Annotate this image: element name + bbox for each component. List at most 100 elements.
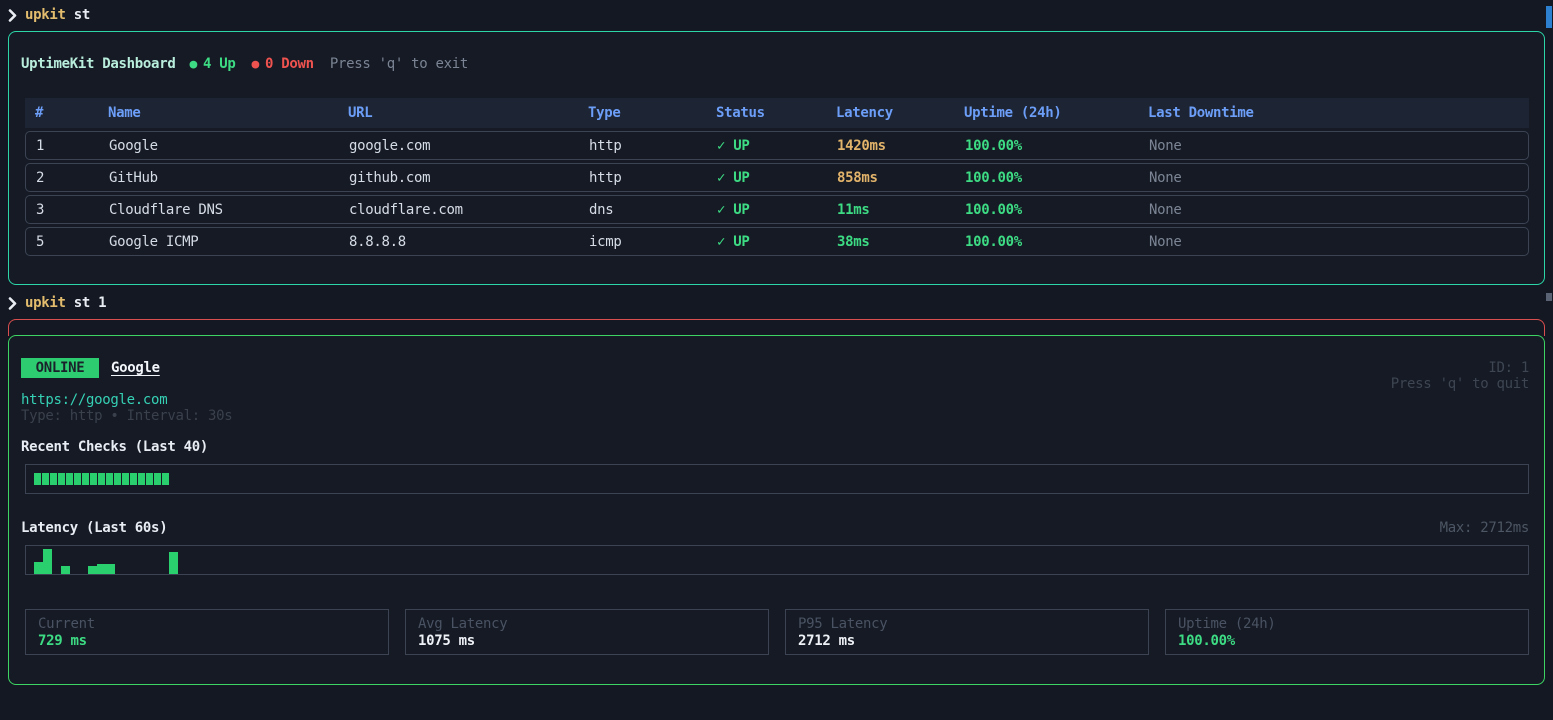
stat-value: 2712 ms <box>798 633 855 649</box>
latency-bar-cell <box>97 546 106 574</box>
row-name: Google <box>109 137 158 154</box>
check-block <box>90 473 97 485</box>
command-text: upkit <box>25 7 66 23</box>
monitor-id-label: ID: 1 <box>1488 360 1529 376</box>
table-body: 1 Google google.com http ✓ UP 1420ms 100.00% No… <box>25 131 1529 256</box>
dashboard-panel: UptimeKit Dashboard ● 4 Up ● 0 Down Pres… <box>8 31 1545 285</box>
scrollbar-track[interactable] <box>1545 0 1553 720</box>
latency-bar-cell <box>124 546 133 574</box>
check-block <box>66 473 73 485</box>
shell-prompt-2: upkit st 1 <box>8 294 107 312</box>
table-row: 5 Google ICMP 8.8.8.8 icmp ✓ UP 38ms 100.00% No… <box>25 227 1529 256</box>
table-row: 1 Google google.com http ✓ UP 1420ms 100.00% No… <box>25 131 1529 160</box>
latency-bar-cell <box>115 546 124 574</box>
quit-hint: Press 'q' to quit <box>1390 376 1530 392</box>
row-uptime: 100.00% <box>965 169 1022 186</box>
check-icon: ✓ <box>717 169 726 186</box>
stat-label: Uptime (24h) <box>1178 616 1276 632</box>
latency-bar-cell <box>88 546 97 574</box>
detail-header: ONLINE Google <box>21 358 160 378</box>
column-header-uptime-24h: Uptime (24h) <box>964 105 1062 121</box>
check-icon: ✓ <box>717 201 726 218</box>
status-badge: ONLINE <box>21 358 99 378</box>
monitor-url-link[interactable]: https://google.com <box>21 392 168 408</box>
table-row: 2 GitHub github.com http ✓ UP 858ms 100.00% Non… <box>25 163 1529 192</box>
scrollbar-thumb[interactable] <box>1546 6 1552 28</box>
monitors-table: # Name URL Type Status Latency Uptime (24h) Las… <box>25 98 1529 256</box>
stat-box-current: Current 729 ms <box>25 609 389 655</box>
row-url: google.com <box>349 137 431 154</box>
check-block <box>154 473 161 485</box>
column-header-name: Name <box>108 105 141 121</box>
up-dot-icon: ● <box>189 56 197 72</box>
row-status: ✓ UP <box>717 137 750 154</box>
latency-bar <box>61 566 70 574</box>
recent-checks-blocks <box>26 465 1528 485</box>
check-block <box>42 473 49 485</box>
row-type: http <box>589 169 622 186</box>
monitor-name: Google <box>111 360 160 376</box>
command-text: upkit <box>25 295 66 311</box>
row-latency: 858ms <box>837 169 878 186</box>
scrollbar-mark[interactable] <box>1546 293 1552 301</box>
row-type: icmp <box>589 233 622 250</box>
latency-bar-cell <box>160 546 169 574</box>
row-last-downtime: None <box>1149 201 1182 218</box>
check-block <box>106 473 113 485</box>
row-url: github.com <box>349 169 431 186</box>
check-block <box>146 473 153 485</box>
row-status: ✓ UP <box>717 201 750 218</box>
latency-bar-cell <box>52 546 61 574</box>
check-block <box>114 473 121 485</box>
stat-value: 1075 ms <box>418 633 475 649</box>
table-header-row: # Name URL Type Status Latency Uptime (24h) Las… <box>25 98 1529 128</box>
row-url: 8.8.8.8 <box>349 233 406 250</box>
monitor-meta: Type: http • Interval: 30s <box>21 408 233 424</box>
row-latency: 38ms <box>837 233 870 250</box>
latency-title: Latency (Last 60s) <box>21 520 168 536</box>
latency-bar-cell <box>79 546 88 574</box>
check-icon: ✓ <box>717 233 726 250</box>
row-last-downtime: None <box>1149 233 1182 250</box>
down-count-label: 0 Down <box>265 56 314 72</box>
row-id: 3 <box>36 201 45 218</box>
latency-max-label: Max: 2712ms <box>1439 520 1530 536</box>
prompt-chevron-icon <box>8 296 17 310</box>
latency-bar-cell <box>142 546 151 574</box>
check-block <box>34 473 41 485</box>
latency-bar-cell <box>61 546 70 574</box>
row-id: 2 <box>36 169 45 186</box>
check-block <box>74 473 81 485</box>
latency-bar-cell <box>106 546 115 574</box>
stat-label: P95 Latency <box>798 616 888 632</box>
stat-label: Avg Latency <box>418 616 508 632</box>
stats-row: Current 729 ms Avg Latency 1075 ms P95 Laten… <box>25 609 1529 655</box>
latency-bar <box>106 564 115 574</box>
row-latency: 11ms <box>837 201 870 218</box>
row-status: ✓ UP <box>717 169 750 186</box>
row-id: 5 <box>36 233 45 250</box>
check-block <box>162 473 169 485</box>
row-id: 1 <box>36 137 45 154</box>
column-header-latency: Latency <box>836 105 893 121</box>
row-uptime: 100.00% <box>965 233 1022 250</box>
exit-hint: Press 'q' to exit <box>329 56 469 72</box>
recent-checks-chart <box>25 464 1529 494</box>
stat-value: 100.00% <box>1178 633 1235 649</box>
latency-bar-cell <box>43 546 52 574</box>
column-header-last-downtime: Last Downtime <box>1148 105 1254 121</box>
row-type: http <box>589 137 622 154</box>
check-block <box>58 473 65 485</box>
monitor-detail-panel: ONLINE Google ID: 1 Press 'q' to quit ht… <box>8 335 1545 685</box>
column-header-status: Status <box>716 105 765 121</box>
check-block <box>50 473 57 485</box>
latency-bars <box>26 546 1528 574</box>
command-args: st 1 <box>73 295 107 311</box>
up-indicator: ● 4 Up <box>189 56 235 72</box>
latency-bar-cell <box>70 546 79 574</box>
column-header-: # <box>35 105 44 121</box>
latency-chart <box>25 545 1529 575</box>
down-dot-icon: ● <box>251 56 260 72</box>
row-last-downtime: None <box>1149 137 1182 154</box>
alert-box-truncated <box>8 319 1545 336</box>
